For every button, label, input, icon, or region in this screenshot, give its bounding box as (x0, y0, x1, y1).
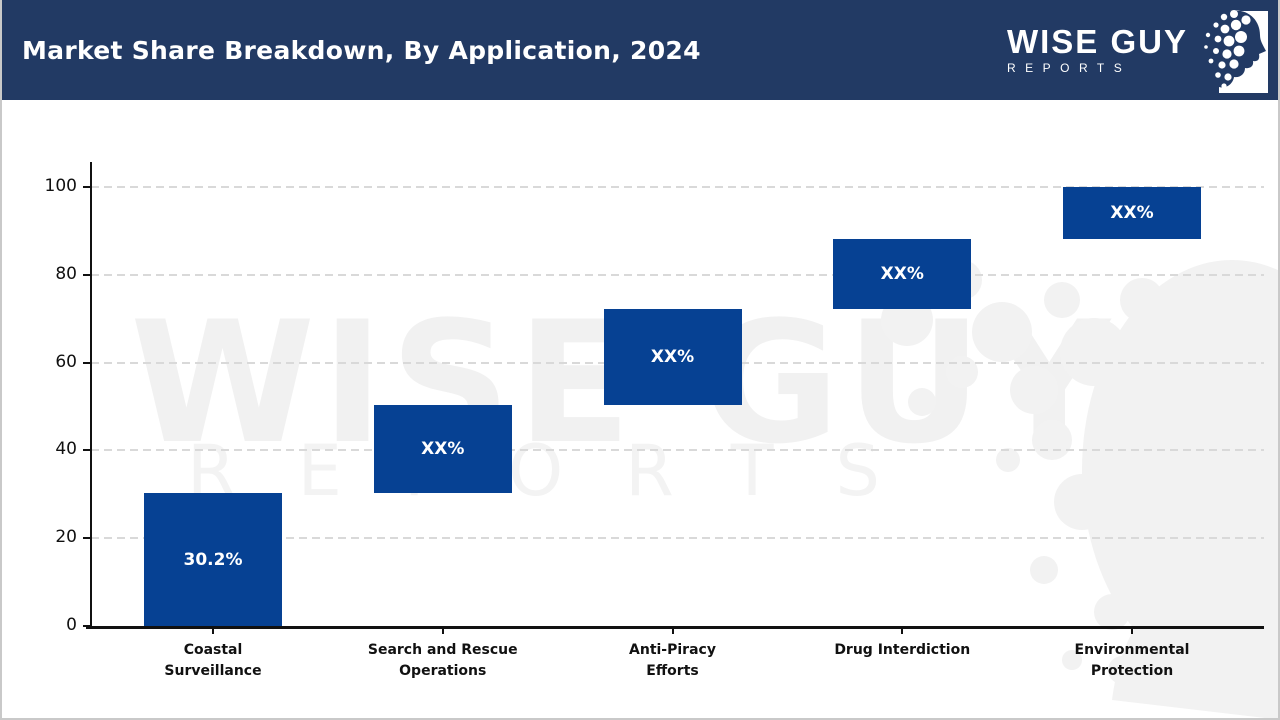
logo-brand-subtitle: REPORTS (1006, 61, 1132, 75)
bar-value-label: XX% (1110, 202, 1154, 223)
x-category-label-search-and-rescue-operations: Search and Rescue Operations (367, 642, 518, 679)
app-header: Market Share Breakdown, By Application, … (2, 0, 1278, 100)
y-tick-label-100: 100 (44, 176, 77, 196)
logo-brand-name: WISE GUY (1006, 23, 1188, 60)
bar-value-label: XX% (421, 439, 465, 460)
bar-value-label: XX% (650, 347, 695, 368)
y-tick-label-0: 0 (66, 615, 77, 635)
gridline-100 (91, 186, 1264, 188)
gridline-20 (91, 537, 1264, 540)
bar-drug-interdiction: XX% (833, 238, 972, 310)
x-category-label-drug-interdiction: Drug Interdiction (834, 642, 971, 658)
x-tick-coastal-surveillance (212, 626, 214, 634)
bar-coastal-surveillance: 30.2% (144, 493, 282, 626)
y-tick-20 (83, 537, 91, 540)
bar-search-and-rescue-operations: XX% (373, 404, 512, 494)
bar-anti-piracy-efforts: XX% (603, 309, 742, 405)
page-title: Market Share Breakdown, By Application, … (22, 35, 701, 65)
y-tick-label-40: 40 (55, 439, 77, 460)
wise-guy-logo: WISE GUY REPORTS (1007, 7, 1278, 93)
face-profile-icon (1204, 10, 1268, 93)
y-tick-label-80: 80 (55, 263, 77, 284)
x-tick-search-and-rescue-operations (441, 626, 444, 634)
y-tick-80 (83, 273, 91, 276)
bar-value-label: XX% (880, 264, 924, 285)
y-axis-line (90, 162, 92, 628)
gridline-80 (91, 273, 1264, 276)
y-tick-label-60: 60 (55, 351, 77, 372)
y-tick-60 (83, 361, 91, 364)
y-tick-40 (83, 449, 91, 452)
x-tick-anti-piracy-efforts (671, 626, 674, 634)
x-category-label-anti-piracy-efforts: Anti-Piracy Efforts (629, 642, 716, 679)
y-tick-100 (83, 186, 91, 188)
gridline-40 (91, 449, 1264, 452)
bar-environmental-protection: XX% (1063, 187, 1201, 239)
bar-value-label: 30.2% (183, 549, 243, 570)
logo-text: WISE GUY REPORTS (1007, 25, 1188, 75)
x-tick-drug-interdiction (901, 626, 904, 634)
y-tick-label-20: 20 (55, 527, 77, 548)
x-category-label-environmental-protection: Environmental Protection (1074, 642, 1190, 679)
x-category-label-coastal-surveillance: Coastal Surveillance (164, 642, 262, 679)
x-axis-line (86, 626, 1264, 629)
